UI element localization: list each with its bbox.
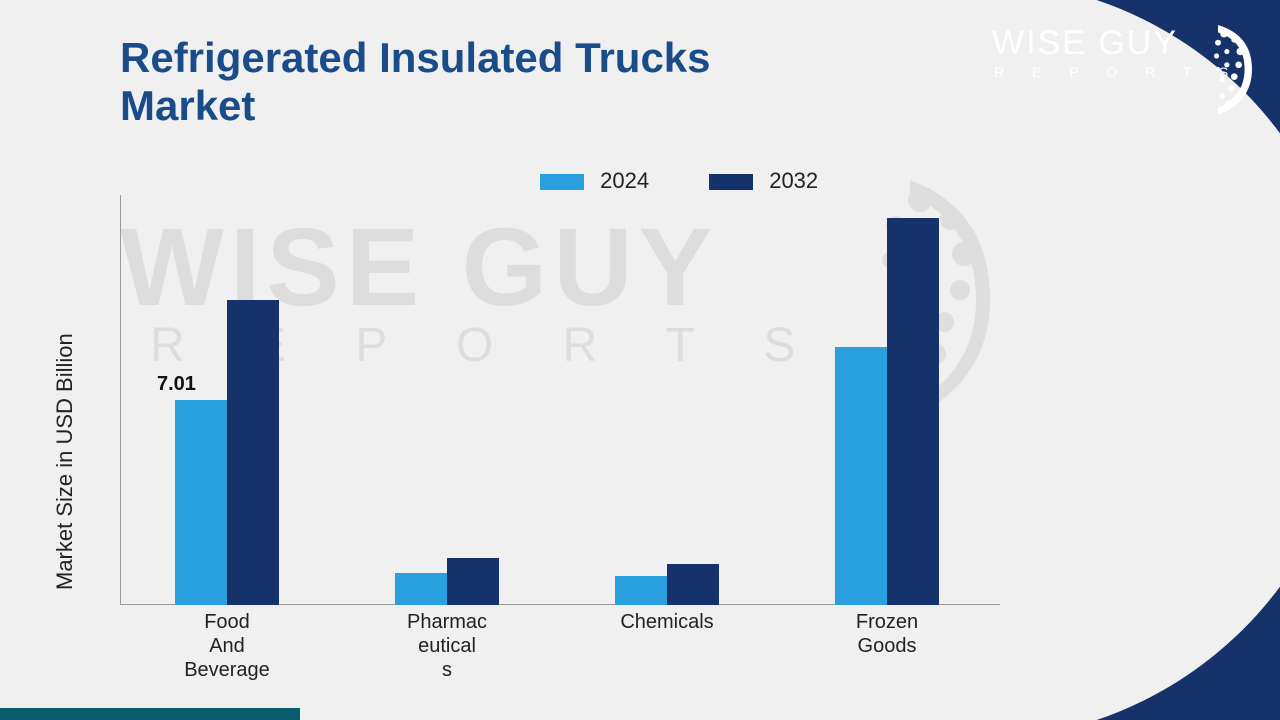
bar-group [395,195,499,605]
legend-item-2032: 2032 [709,168,818,194]
stage: WISE GUY R E P O R T S Refrigerated Insu… [0,0,1280,720]
legend: 2024 2032 [540,168,818,194]
legend-label-2032: 2032 [769,168,818,193]
bar-2032 [887,218,939,605]
brand-head-icon [1178,22,1258,118]
x-tick-label: FoodAndBeverage [157,610,297,682]
bar-group: 7.01 [175,195,279,605]
chart-title: Refrigerated Insulated Trucks Market [120,34,760,131]
legend-swatch-2024 [540,174,584,190]
legend-label-2024: 2024 [600,168,649,193]
bar-2032 [227,300,279,605]
x-tick-label: FrozenGoods [817,610,957,658]
bar-group [835,195,939,605]
bar-2024 [175,400,227,605]
bar-2024 [395,573,447,605]
x-tick-label: Pharmaceuticals [377,610,517,682]
y-axis-line [120,195,121,605]
legend-swatch-2032 [709,174,753,190]
y-axis-label: Market Size in USD Billion [52,333,78,590]
plot-area: 7.01 [120,195,1000,605]
brand-block: WISE GUY R E P O R T S [992,26,1252,126]
bar-group [615,195,719,605]
x-tick-label: Chemicals [597,610,737,634]
bottom-accent-strip [0,708,300,720]
legend-item-2024: 2024 [540,168,649,194]
bar-2032 [447,558,499,605]
bar-value-label: 7.01 [157,373,196,396]
bar-2024 [615,576,667,605]
bar-2032 [667,564,719,605]
bar-2024 [835,347,887,605]
